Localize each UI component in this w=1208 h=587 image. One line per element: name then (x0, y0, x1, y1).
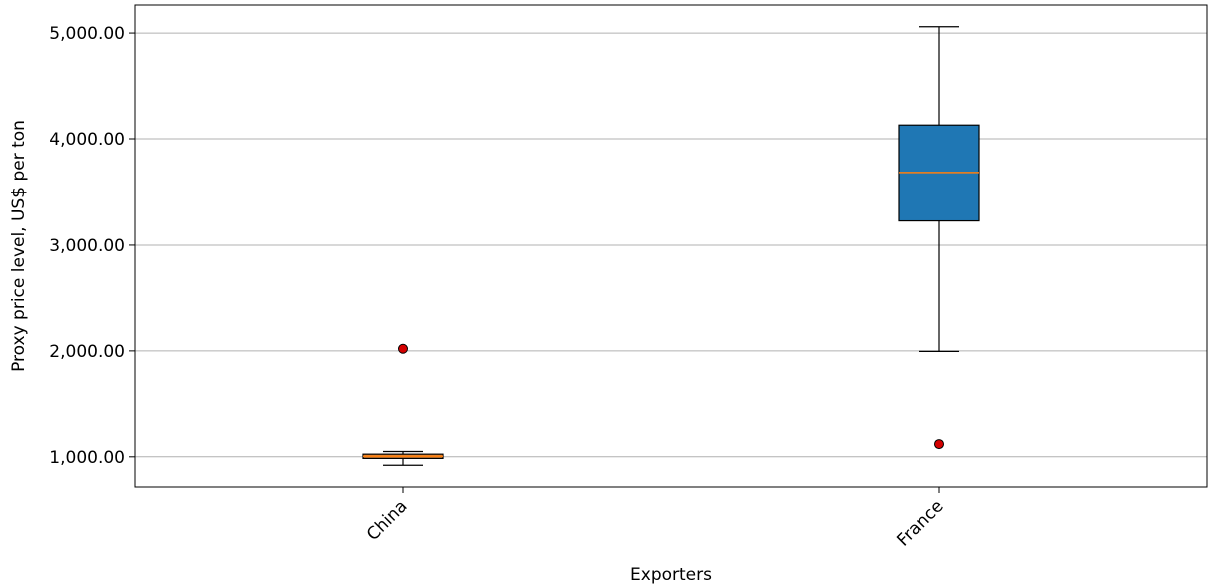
box-france (898, 26, 980, 450)
x-axis-label: Exporters (630, 565, 712, 585)
y-tick-label: 2,000.00 (49, 342, 125, 362)
y-axis: 1,000.00 2,000.00 3,000.00 4,000.00 5,000.00 (49, 24, 135, 468)
box-series (362, 26, 980, 466)
x-tick-label: China (363, 496, 411, 544)
y-axis-label: Proxy price level, US$ per ton (9, 120, 29, 372)
x-axis: China France (363, 487, 948, 551)
box-china (362, 343, 444, 466)
y-tick-label: 5,000.00 (49, 24, 125, 44)
y-tick-label: 1,000.00 (49, 448, 125, 468)
outlier-point (398, 343, 408, 354)
x-tick-label: France (893, 496, 947, 550)
y-tick-label: 3,000.00 (49, 236, 125, 256)
y-tick-label: 4,000.00 (49, 130, 125, 150)
gridlines (135, 32, 1207, 458)
plot-frame (134, 4, 1208, 488)
outlier-point (934, 439, 944, 450)
